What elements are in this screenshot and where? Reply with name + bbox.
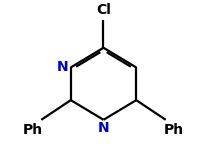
Text: N: N bbox=[56, 60, 68, 74]
Text: N: N bbox=[97, 121, 109, 135]
Text: Ph: Ph bbox=[163, 123, 183, 137]
Text: Cl: Cl bbox=[96, 3, 110, 17]
Text: Ph: Ph bbox=[23, 123, 43, 137]
